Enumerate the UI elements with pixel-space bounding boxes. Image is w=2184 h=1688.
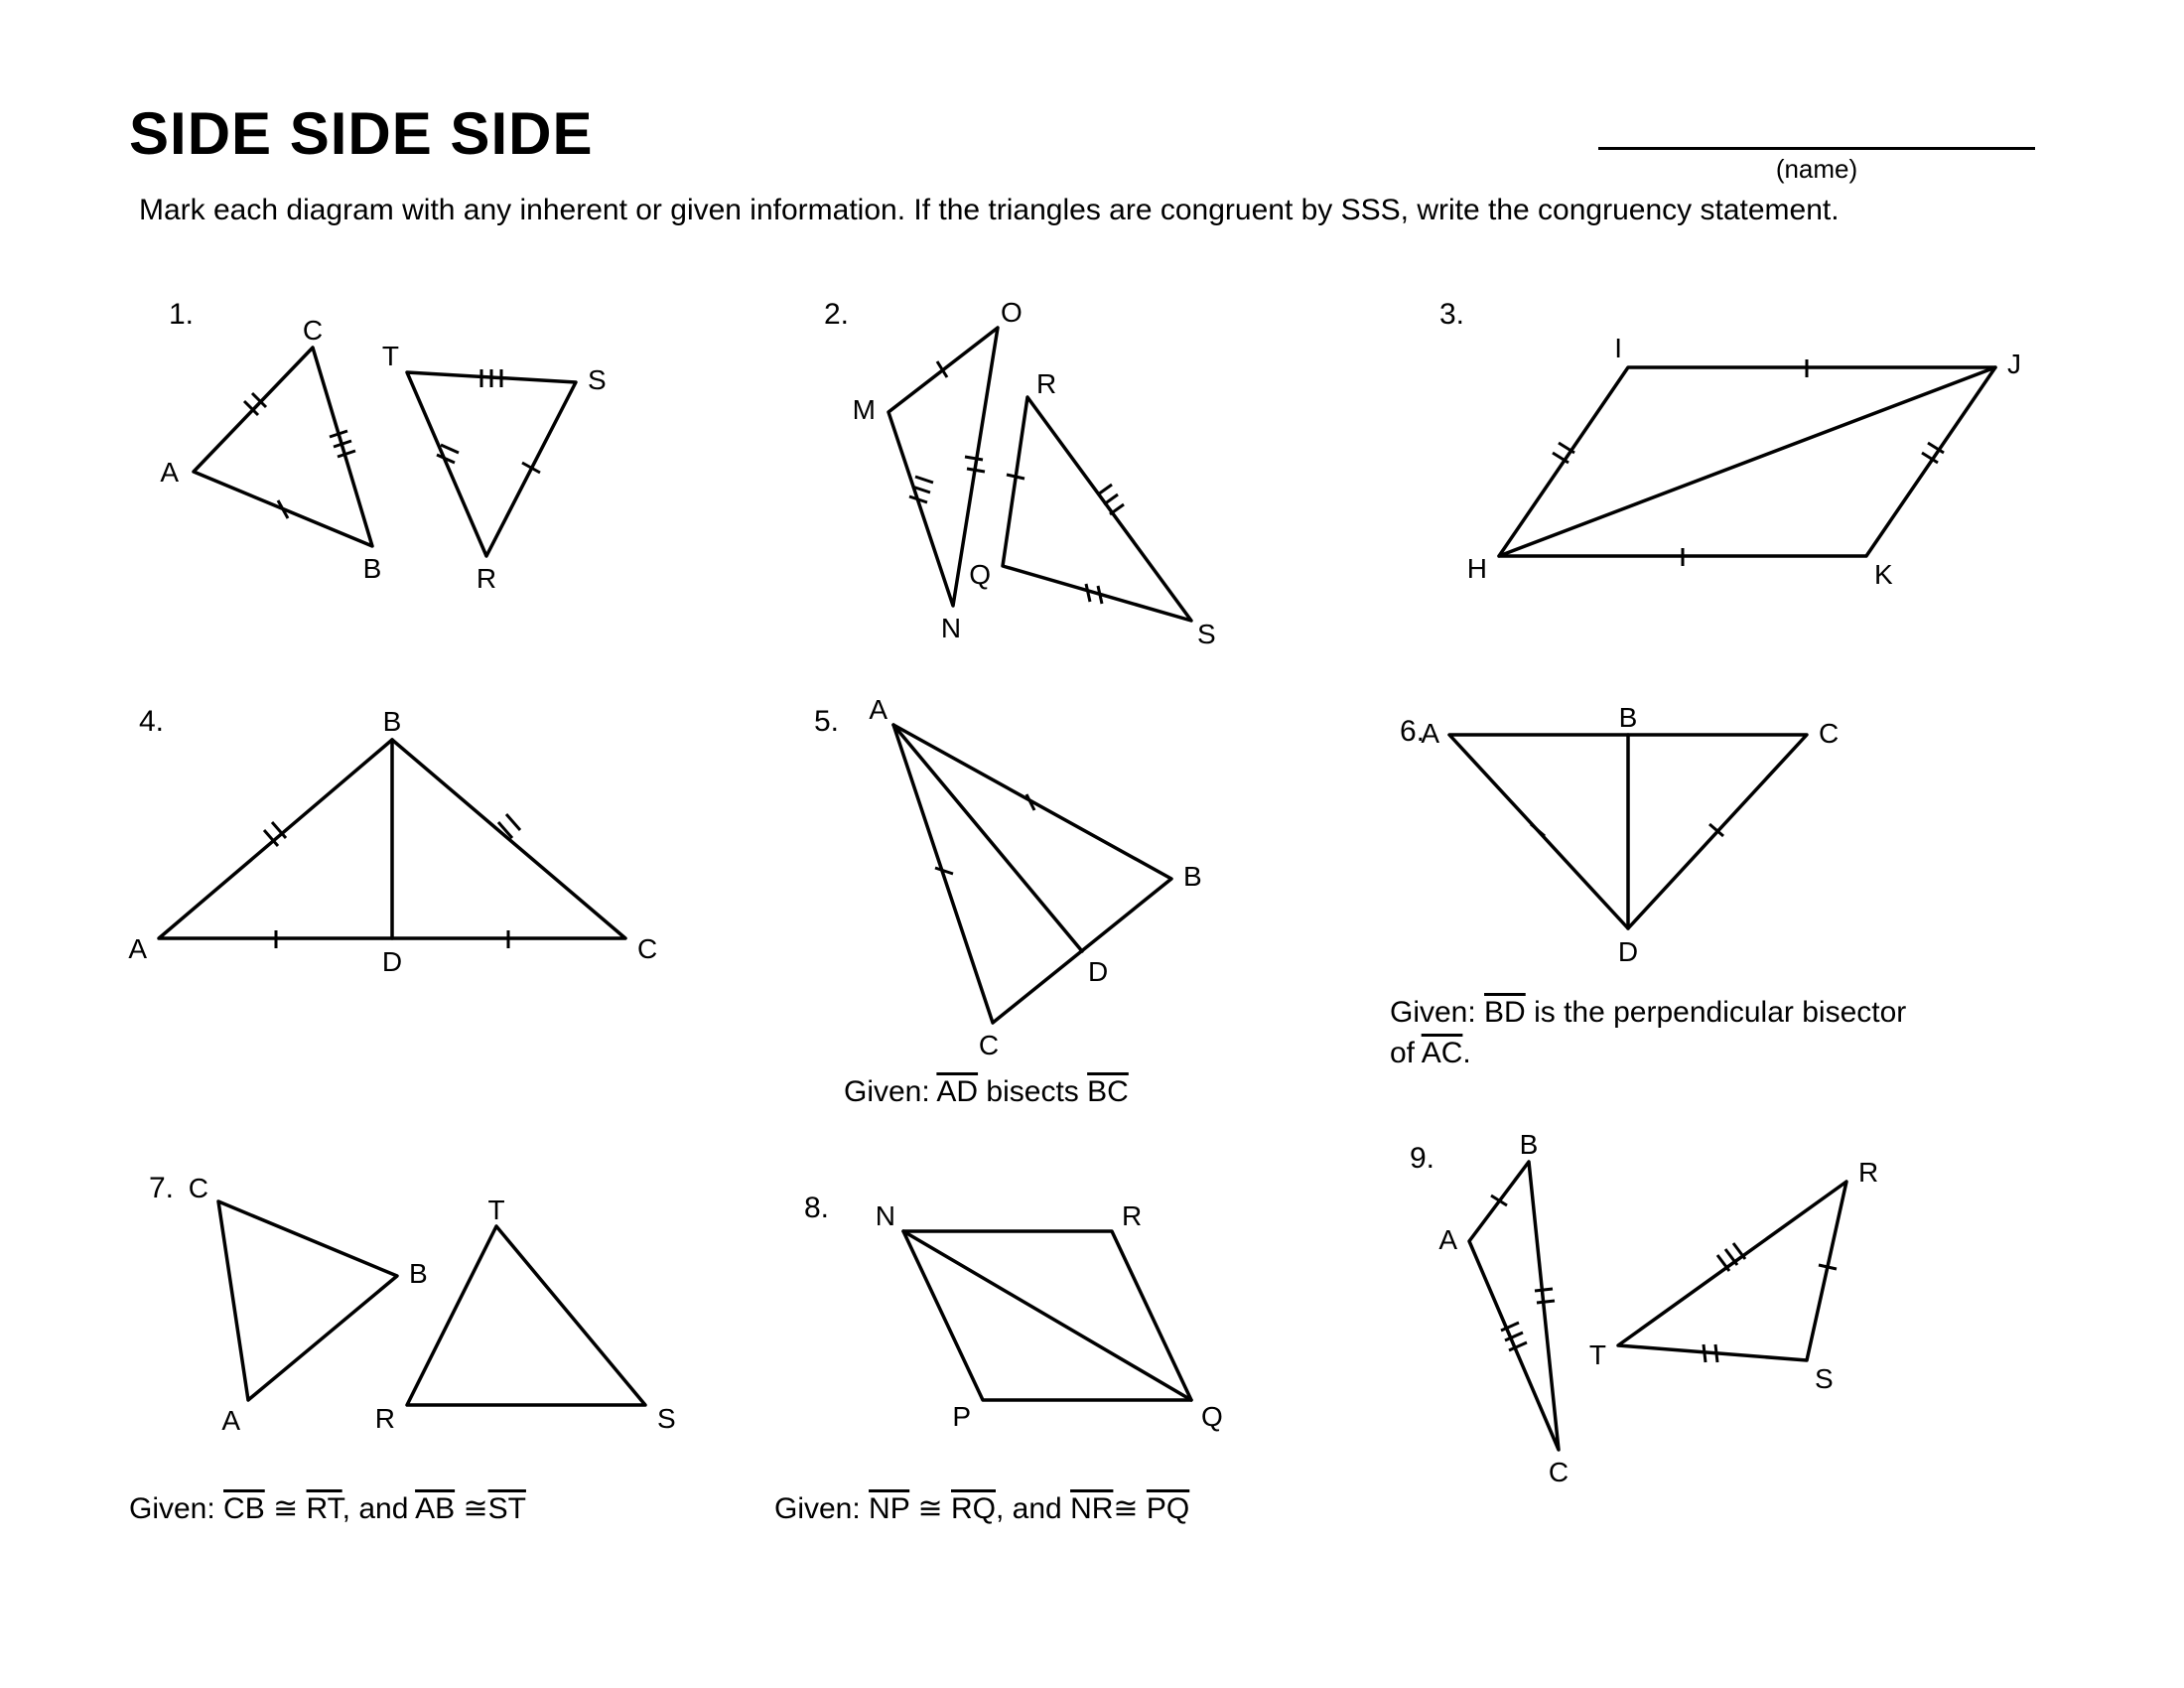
problem-5: 5. A B D C Given: AD bisects BC bbox=[814, 705, 1330, 1122]
problem-number: 7. bbox=[149, 1172, 174, 1205]
diagram: A B D C bbox=[129, 705, 685, 1023]
given-text: Given: CB ≅ RT, and AB ≅ST bbox=[129, 1489, 526, 1530]
svg-text:C: C bbox=[189, 1173, 208, 1203]
svg-text:N: N bbox=[876, 1200, 895, 1231]
svg-text:K: K bbox=[1874, 559, 1893, 590]
diagram: N R P Q bbox=[804, 1192, 1360, 1489]
svg-text:R: R bbox=[1122, 1200, 1142, 1231]
problem-4: 4. A B D C bbox=[129, 705, 685, 1023]
diagram: M O N R Q S bbox=[824, 298, 1320, 675]
problem-number: 1. bbox=[169, 298, 194, 332]
diagram: A B D C bbox=[814, 705, 1330, 1062]
svg-text:A: A bbox=[1438, 1224, 1457, 1255]
problems-grid: 1. A C B bbox=[129, 278, 2055, 1628]
problem-1: 1. A C B bbox=[149, 298, 715, 645]
svg-text:T: T bbox=[1589, 1339, 1606, 1370]
svg-text:T: T bbox=[382, 341, 399, 371]
svg-text:N: N bbox=[941, 613, 961, 643]
problem-7: 7. C B A T R S Given: CB ≅ RT, and AB ≅S… bbox=[129, 1172, 725, 1569]
svg-text:B: B bbox=[409, 1258, 428, 1289]
given-text: Given: AD bisects BC bbox=[844, 1072, 1129, 1113]
svg-text:B: B bbox=[383, 706, 402, 737]
svg-text:B: B bbox=[1183, 861, 1202, 892]
problem-3: 3. I J H K bbox=[1439, 298, 2055, 645]
svg-text:B: B bbox=[363, 553, 382, 584]
svg-text:A: A bbox=[869, 694, 887, 725]
diagram: I J H K bbox=[1439, 298, 2055, 645]
svg-text:A: A bbox=[221, 1405, 240, 1436]
svg-text:R: R bbox=[1036, 368, 1056, 399]
svg-text:Q: Q bbox=[969, 559, 991, 590]
svg-text:A: A bbox=[128, 933, 147, 964]
svg-text:O: O bbox=[1001, 297, 1023, 328]
svg-text:S: S bbox=[1815, 1363, 1834, 1394]
problem-number: 5. bbox=[814, 705, 839, 739]
name-field[interactable]: (name) bbox=[1598, 147, 2035, 185]
svg-text:D: D bbox=[1088, 956, 1108, 987]
diagram: A B C T R S bbox=[1390, 1142, 2005, 1539]
svg-text:P: P bbox=[952, 1401, 971, 1432]
problem-number: 9. bbox=[1410, 1142, 1434, 1176]
svg-text:C: C bbox=[1819, 718, 1839, 749]
svg-text:C: C bbox=[979, 1030, 999, 1060]
problem-8: 8. N R P Q Given: NP ≅ RQ, and NR≅ PQ bbox=[804, 1192, 1360, 1589]
instructions: Mark each diagram with any inherent or g… bbox=[139, 194, 2055, 227]
svg-text:C: C bbox=[303, 315, 323, 346]
svg-text:T: T bbox=[487, 1195, 504, 1225]
svg-text:B: B bbox=[1619, 702, 1638, 733]
problem-number: 6. bbox=[1400, 715, 1425, 749]
problem-number: 2. bbox=[824, 298, 849, 332]
problem-number: 8. bbox=[804, 1192, 829, 1225]
svg-text:R: R bbox=[375, 1403, 395, 1434]
diagram: A C B T S R bbox=[149, 298, 715, 645]
svg-text:J: J bbox=[2007, 349, 2021, 379]
svg-text:H: H bbox=[1467, 553, 1487, 584]
svg-text:S: S bbox=[657, 1403, 676, 1434]
svg-text:S: S bbox=[588, 364, 607, 395]
svg-text:C: C bbox=[637, 933, 657, 964]
svg-text:Q: Q bbox=[1201, 1401, 1223, 1432]
problem-number: 3. bbox=[1439, 298, 1464, 332]
given-text: Given: BD is the perpendicular bisector … bbox=[1390, 993, 1926, 1073]
svg-text:B: B bbox=[1520, 1129, 1539, 1160]
diagram: C B A T R S bbox=[129, 1172, 725, 1499]
problem-2: 2. M O N bbox=[824, 298, 1320, 675]
svg-text:M: M bbox=[853, 394, 876, 425]
svg-text:I: I bbox=[1614, 333, 1622, 363]
svg-text:S: S bbox=[1197, 619, 1216, 649]
svg-text:R: R bbox=[1858, 1157, 1878, 1188]
diagram: A B C D bbox=[1390, 715, 2005, 993]
problem-number: 4. bbox=[139, 705, 164, 739]
svg-text:D: D bbox=[1618, 936, 1638, 967]
svg-text:C: C bbox=[1549, 1457, 1569, 1487]
svg-text:R: R bbox=[477, 563, 496, 594]
svg-text:D: D bbox=[382, 946, 402, 977]
problem-6: 6. A B C D Given: BD is the perpendicula… bbox=[1390, 715, 2005, 1092]
given-text: Given: NP ≅ RQ, and NR≅ PQ bbox=[774, 1489, 1189, 1530]
svg-text:A: A bbox=[160, 457, 179, 488]
problem-9: 9. A B C bbox=[1390, 1142, 2005, 1539]
